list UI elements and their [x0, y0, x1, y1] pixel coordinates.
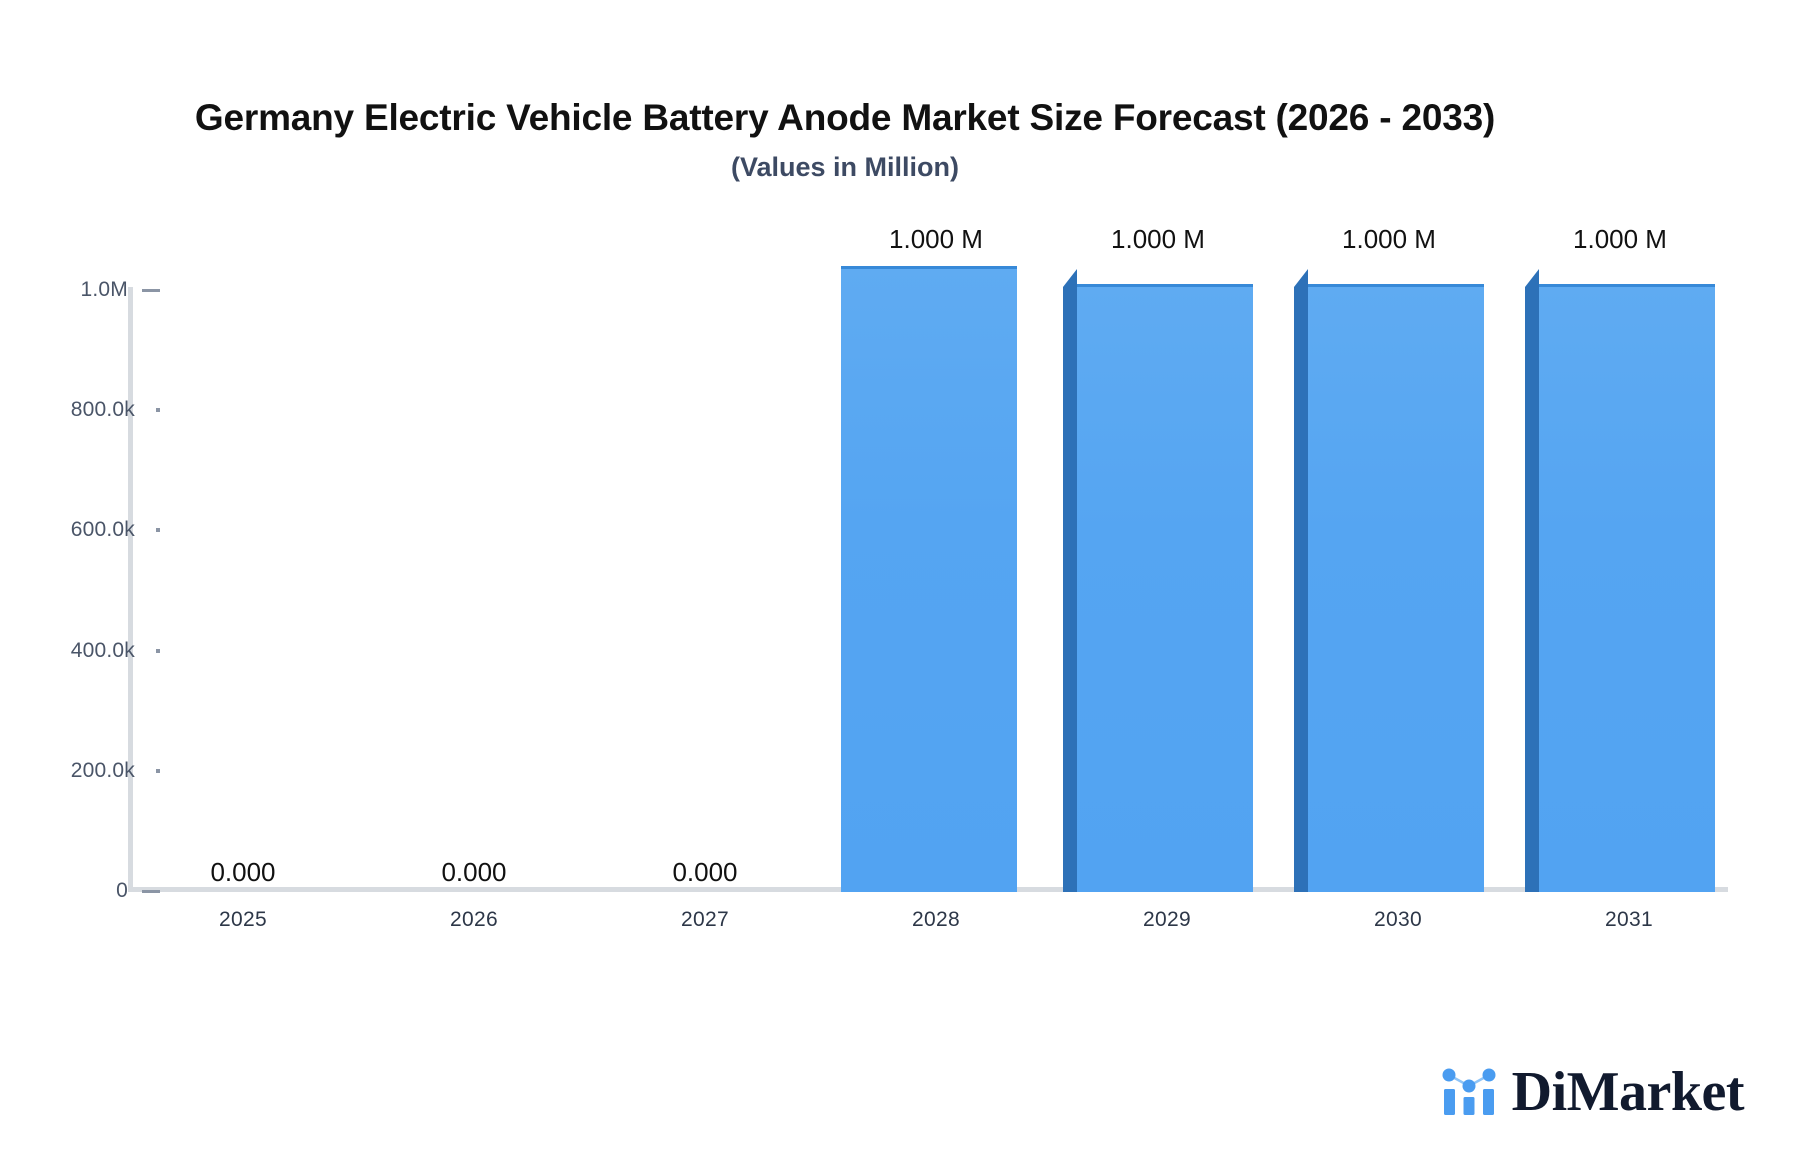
x-axis-tick-label: 2031	[1605, 908, 1653, 931]
bar-shape	[841, 266, 1031, 892]
bar-value-label: 1.000 M	[1111, 224, 1205, 254]
bar-face	[1539, 284, 1715, 892]
y-axis-tick-mark	[156, 769, 160, 773]
bar-shape	[1294, 269, 1484, 892]
y-axis-tick-label: 0	[116, 879, 128, 902]
x-axis-tick-label: 2027	[681, 908, 729, 931]
bar-2030[interactable]: 1.000 M	[1294, 224, 1484, 892]
bar-shape	[1525, 269, 1715, 892]
bar-value-label: 0.000	[672, 857, 738, 887]
chart-header: Germany Electric Vehicle Battery Anode M…	[0, 96, 1690, 183]
bar-side-panel	[1525, 269, 1539, 892]
bar-shape	[1063, 269, 1253, 892]
bar-value-label: 1.000 M	[1342, 224, 1436, 254]
bar-value-label: 0.000	[210, 857, 276, 887]
y-axis-tick: 600.0k	[0, 518, 160, 542]
y-axis-tick-label: 200.0k	[70, 759, 135, 782]
y-axis-tick-mark	[156, 528, 160, 532]
y-axis-tick-mark	[142, 288, 160, 292]
y-axis-tick-label: 600.0k	[70, 518, 135, 541]
x-axis-tick-label: 2025	[219, 908, 267, 931]
bar-chart-trend-icon	[1442, 1068, 1496, 1115]
bar-value-label: 1.000 M	[889, 224, 983, 254]
y-axis-tick: 400.0k	[0, 639, 160, 663]
y-axis-tick: 800.0k	[0, 398, 160, 422]
y-axis-tick-mark	[156, 408, 160, 412]
y-axis-tick-label: 1.0M	[80, 278, 128, 301]
bar-side-panel	[1063, 269, 1077, 892]
y-axis-tick: 200.0k	[0, 759, 160, 783]
bar-value-label: 1.000 M	[1573, 224, 1667, 254]
y-axis-tick: 1.0M	[0, 278, 160, 302]
x-axis-tick-label: 2026	[450, 908, 498, 931]
bar-face	[841, 266, 1017, 892]
y-axis-tick: 0	[0, 879, 160, 903]
chart-subtitle: (Values in Million)	[730, 152, 960, 183]
y-axis-tick-label: 800.0k	[70, 398, 135, 421]
chart-title: Germany Electric Vehicle Battery Anode M…	[194, 97, 1496, 138]
y-axis-tick-mark	[142, 889, 160, 893]
y-axis-tick-label: 400.0k	[70, 639, 135, 662]
x-axis-tick-label: 2030	[1374, 908, 1422, 931]
x-axis-tick-label: 2029	[1143, 908, 1191, 931]
bar-face	[1077, 284, 1253, 892]
bar-value-label: 0.000	[441, 857, 507, 887]
brand-logo: DiMarket	[1440, 1061, 1745, 1123]
bar-2029[interactable]: 1.000 M	[1063, 224, 1253, 892]
bar-2031[interactable]: 1.000 M	[1525, 224, 1715, 892]
y-axis-tick-mark	[156, 649, 160, 653]
bar-side-panel	[1294, 269, 1308, 892]
bar-face	[1308, 284, 1484, 892]
brand-logo-text: DiMarket	[1511, 1061, 1745, 1123]
y-axis-line	[128, 287, 133, 892]
x-axis-tick-label: 2028	[912, 908, 960, 931]
bar-2028[interactable]: 1.000 M	[841, 224, 1031, 892]
